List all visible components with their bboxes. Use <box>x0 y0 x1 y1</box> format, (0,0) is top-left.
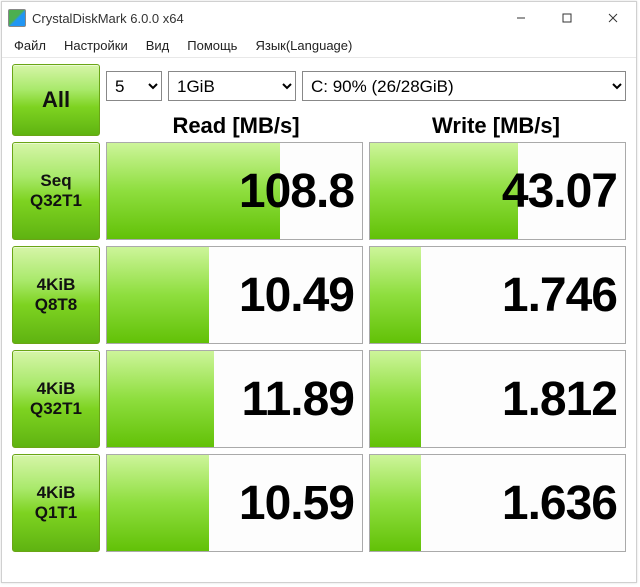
content-area: All Seq Q32T1 4KiB Q8T8 4KiB Q32T1 4KiB … <box>2 58 636 582</box>
row-btn-l1: 4KiB <box>37 379 76 399</box>
cell-read: 108.8 <box>106 142 363 240</box>
row-btn-l2: Q32T1 <box>30 191 82 211</box>
all-label: All <box>42 87 70 113</box>
cell-write: 43.07 <box>369 142 626 240</box>
row-btn-l1: 4KiB <box>37 483 76 503</box>
cell-read: 10.59 <box>106 454 363 552</box>
drive-select[interactable]: C: 90% (26/28GiB) <box>302 71 626 101</box>
row-btn-l1: 4KiB <box>37 275 76 295</box>
grid-row-3: 10.59 1.636 <box>106 454 626 552</box>
menu-help[interactable]: Помощь <box>179 36 245 55</box>
runs-select[interactable]: 5 <box>106 71 162 101</box>
size-select[interactable]: 1GiB <box>168 71 296 101</box>
left-column: All Seq Q32T1 4KiB Q8T8 4KiB Q32T1 4KiB … <box>12 64 100 552</box>
app-window: CrystalDiskMark 6.0.0 x64 Файл Настройки… <box>1 1 637 583</box>
menubar: Файл Настройки Вид Помощь Язык(Language) <box>2 34 636 58</box>
menu-settings[interactable]: Настройки <box>56 36 136 55</box>
results-grid: 108.8 43.07 10.49 1.746 11.89 1.812 10.5… <box>106 142 626 552</box>
menu-language[interactable]: Язык(Language) <box>247 36 360 55</box>
row-button-3[interactable]: 4KiB Q1T1 <box>12 454 100 552</box>
row-button-0[interactable]: Seq Q32T1 <box>12 142 100 240</box>
headers-row: Read [MB/s] Write [MB/s] <box>106 110 626 142</box>
row-btn-l2: Q8T8 <box>35 295 78 315</box>
all-button[interactable]: All <box>12 64 100 136</box>
cell-read: 10.49 <box>106 246 363 344</box>
grid-row-2: 11.89 1.812 <box>106 350 626 448</box>
cell-write: 1.746 <box>369 246 626 344</box>
titlebar: CrystalDiskMark 6.0.0 x64 <box>2 2 636 34</box>
header-read: Read [MB/s] <box>106 113 366 139</box>
right-area: 5 1GiB C: 90% (26/28GiB) Read [MB/s] Wri… <box>106 64 626 552</box>
row-btn-l2: Q1T1 <box>35 503 78 523</box>
cell-write: 1.812 <box>369 350 626 448</box>
app-icon <box>8 9 26 27</box>
row-button-1[interactable]: 4KiB Q8T8 <box>12 246 100 344</box>
row-btn-l1: Seq <box>40 171 71 191</box>
selectors-row: 5 1GiB C: 90% (26/28GiB) <box>106 64 626 108</box>
cell-read: 11.89 <box>106 350 363 448</box>
header-write: Write [MB/s] <box>366 113 626 139</box>
row-button-2[interactable]: 4KiB Q32T1 <box>12 350 100 448</box>
menu-file[interactable]: Файл <box>6 36 54 55</box>
window-title: CrystalDiskMark 6.0.0 x64 <box>32 11 498 26</box>
cell-write: 1.636 <box>369 454 626 552</box>
minimize-button[interactable] <box>498 2 544 34</box>
grid-row-0: 108.8 43.07 <box>106 142 626 240</box>
grid-row-1: 10.49 1.746 <box>106 246 626 344</box>
row-btn-l2: Q32T1 <box>30 399 82 419</box>
close-button[interactable] <box>590 2 636 34</box>
maximize-button[interactable] <box>544 2 590 34</box>
menu-view[interactable]: Вид <box>138 36 178 55</box>
